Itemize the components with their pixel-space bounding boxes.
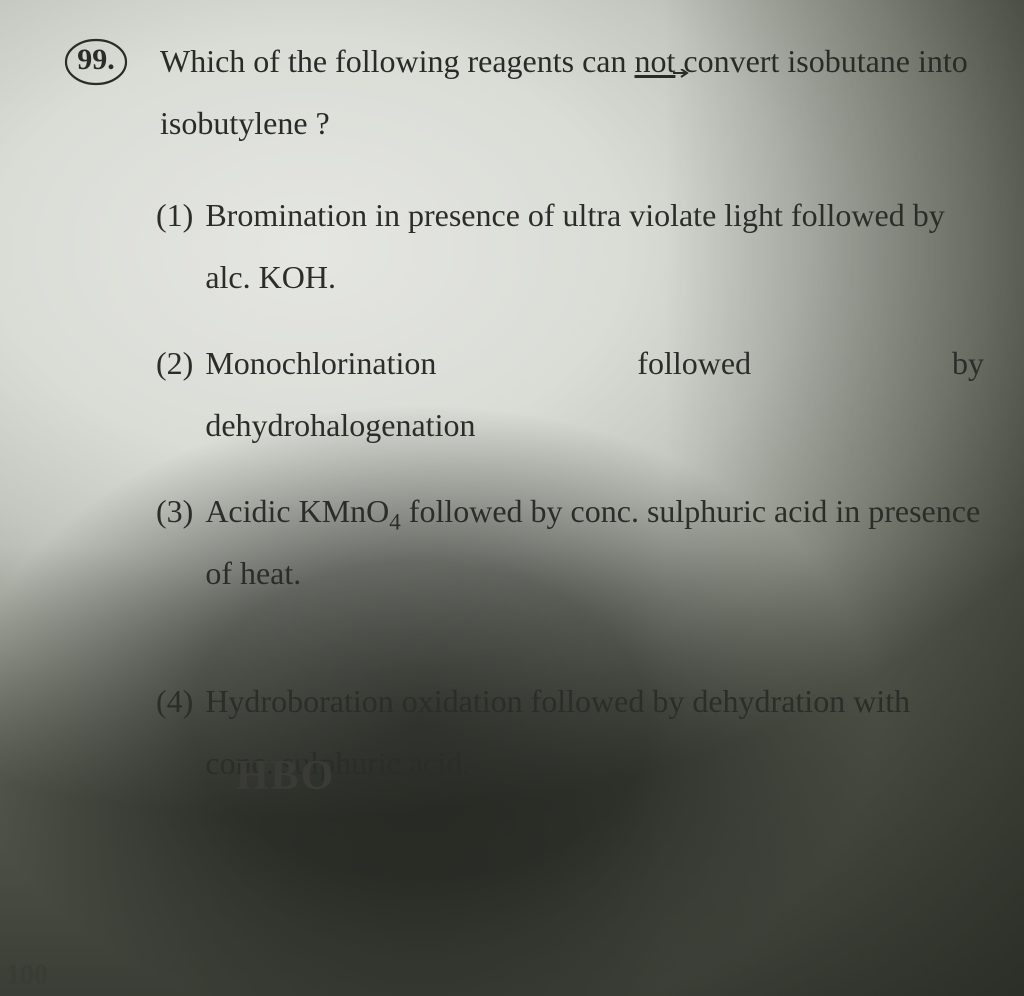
option-word: followed: [637, 332, 751, 394]
option-number: (2): [156, 332, 193, 394]
underline-arrow-icon: [673, 69, 691, 81]
option-word: dehydrohalogenation: [205, 394, 984, 456]
option-word: Monochlorination: [205, 332, 436, 394]
option-word: Acidic KMnO: [205, 493, 389, 529]
question-number-badge: 99.: [60, 36, 132, 92]
page: 99. Which of the following reagents can …: [0, 0, 1024, 996]
option-word: by: [952, 332, 984, 394]
stem-not-word: not: [635, 43, 676, 79]
content-block: 99. Which of the following reagents can …: [60, 30, 984, 794]
stem-text-pre: Which of the following reagents can: [160, 43, 635, 79]
option-text: Bromination in presence of ultra violate…: [205, 184, 984, 308]
option-number: (4): [156, 670, 193, 732]
question-row: 99. Which of the following reagents can …: [60, 30, 984, 154]
question-number: 99.: [60, 36, 132, 84]
option-1: (1) Bromination in presence of ultra vio…: [156, 184, 984, 308]
corner-page-number: 100: [6, 960, 48, 992]
option-text: Monochlorination followed by dehydrohalo…: [205, 332, 984, 456]
option-text: Acidic KMnO4 followed by conc. sulphuric…: [205, 480, 984, 604]
handwritten-annotation: HBO: [236, 752, 335, 800]
option-number: (1): [156, 184, 193, 246]
option-2: (2) Monochlorination followed by dehydro…: [156, 332, 984, 456]
options-list: (1) Bromination in presence of ultra vio…: [156, 184, 984, 794]
subscript: 4: [389, 508, 401, 534]
option-3: (3) Acidic KMnO4 followed by conc. sulph…: [156, 480, 984, 604]
question-stem: Which of the following reagents can not …: [160, 30, 984, 154]
option-number: (3): [156, 480, 193, 542]
